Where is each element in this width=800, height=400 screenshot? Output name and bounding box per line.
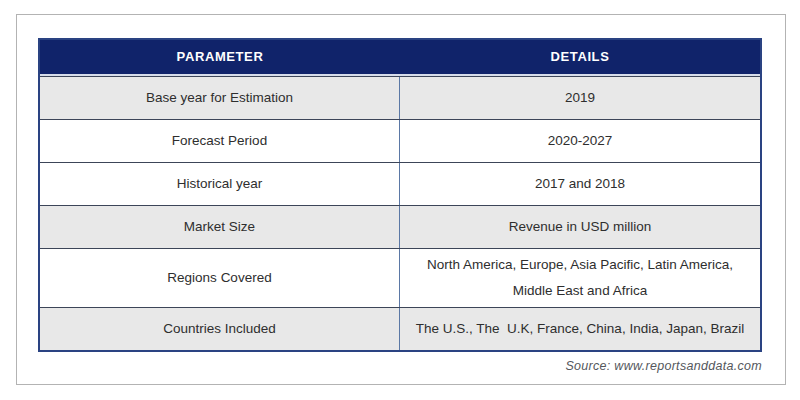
table-row-forecast-period: Forecast Period 2020-2027 bbox=[40, 119, 760, 162]
details-cell: 2017 and 2018 bbox=[400, 163, 760, 205]
details-cell: North America, Europe, Asia Pacific, Lat… bbox=[400, 249, 760, 307]
details-cell: 2020-2027 bbox=[400, 120, 760, 162]
table-header-row: PARAMETER DETAILS bbox=[40, 40, 760, 76]
parameter-cell: Countries Included bbox=[40, 308, 400, 350]
details-cell: 2019 bbox=[400, 77, 760, 119]
table-row-market-size: Market Size Revenue in USD million bbox=[40, 205, 760, 248]
details-cell: Revenue in USD million bbox=[400, 206, 760, 248]
column-header-details: DETAILS bbox=[400, 40, 760, 74]
table-row-base-year: Base year for Estimation 2019 bbox=[40, 76, 760, 119]
table-row-historical-year: Historical year 2017 and 2018 bbox=[40, 162, 760, 205]
parameter-cell: Market Size bbox=[40, 206, 400, 248]
table-row-countries-included: Countries Included The U.S., The U.K, Fr… bbox=[40, 307, 760, 350]
table-row-regions-covered: Regions Covered North America, Europe, A… bbox=[40, 248, 760, 307]
details-cell: The U.S., The U.K, France, China, India,… bbox=[400, 308, 760, 350]
column-header-parameter: PARAMETER bbox=[40, 40, 400, 74]
parameter-cell: Regions Covered bbox=[40, 249, 400, 307]
parameter-cell: Forecast Period bbox=[40, 120, 400, 162]
parameter-cell: Base year for Estimation bbox=[40, 77, 400, 119]
parameter-cell: Historical year bbox=[40, 163, 400, 205]
report-scope-table: PARAMETER DETAILS Base year for Estimati… bbox=[38, 38, 762, 352]
source-attribution: Source: www.reportsanddata.com bbox=[565, 359, 762, 373]
